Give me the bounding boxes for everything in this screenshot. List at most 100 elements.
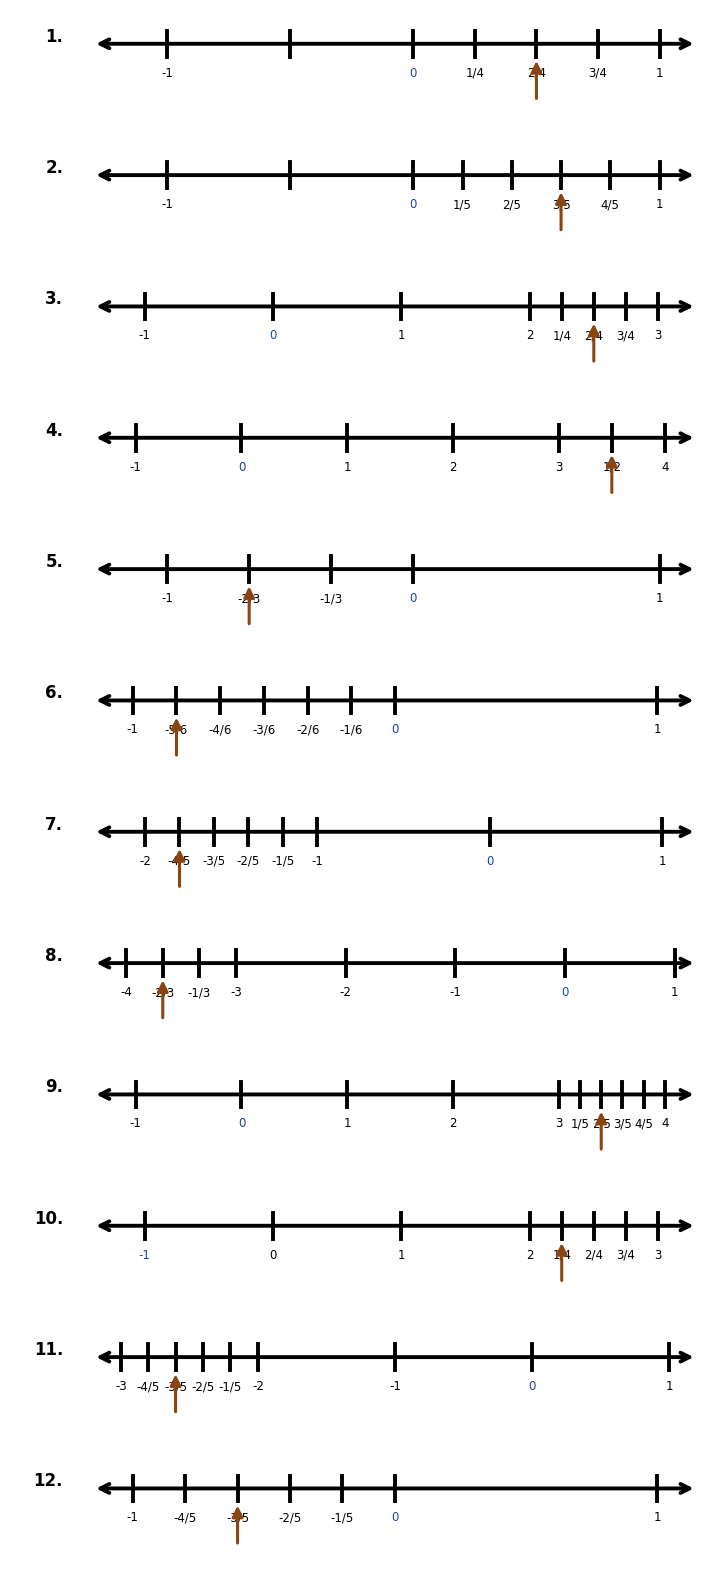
Text: 0: 0 xyxy=(410,66,417,80)
Text: 1: 1 xyxy=(343,460,351,474)
Text: 1/5: 1/5 xyxy=(571,1117,589,1130)
Text: 10.: 10. xyxy=(34,1210,63,1228)
Text: 2: 2 xyxy=(526,329,533,342)
Text: 1: 1 xyxy=(398,329,405,342)
Text: -2/6: -2/6 xyxy=(296,723,320,736)
Text: -2/5: -2/5 xyxy=(192,1381,215,1393)
Text: 1/4: 1/4 xyxy=(552,1248,572,1262)
Text: 3: 3 xyxy=(555,1117,563,1130)
Text: -2: -2 xyxy=(139,854,151,868)
Text: 1: 1 xyxy=(671,987,679,999)
Text: -1/3: -1/3 xyxy=(187,987,211,999)
Text: 1: 1 xyxy=(656,199,663,211)
Text: 7.: 7. xyxy=(45,816,63,834)
Text: -1/3: -1/3 xyxy=(320,593,343,605)
Text: -2/5: -2/5 xyxy=(279,1511,302,1524)
Text: -4/5: -4/5 xyxy=(168,854,191,868)
Text: -1: -1 xyxy=(127,723,139,736)
Text: 1: 1 xyxy=(653,1511,661,1524)
Text: -1: -1 xyxy=(127,1511,139,1524)
Text: -1: -1 xyxy=(162,66,173,80)
Text: 1/2: 1/2 xyxy=(602,460,621,474)
Text: 2/4: 2/4 xyxy=(584,1248,603,1262)
Text: -1: -1 xyxy=(130,1117,141,1130)
Text: -2/3: -2/3 xyxy=(151,987,174,999)
Text: -4/5: -4/5 xyxy=(136,1381,160,1393)
Text: 3: 3 xyxy=(654,329,662,342)
Text: -3/5: -3/5 xyxy=(226,1511,249,1524)
Text: -3: -3 xyxy=(115,1381,126,1393)
Text: 4.: 4. xyxy=(45,422,63,440)
Text: 4/5: 4/5 xyxy=(634,1117,653,1130)
Text: 9.: 9. xyxy=(45,1078,63,1097)
Text: -1/5: -1/5 xyxy=(271,854,294,868)
Text: -4/6: -4/6 xyxy=(208,723,232,736)
Text: -1/5: -1/5 xyxy=(331,1511,354,1524)
Text: 3/5: 3/5 xyxy=(551,199,570,211)
Text: 0: 0 xyxy=(486,854,493,868)
Text: 0: 0 xyxy=(561,987,569,999)
Text: 0: 0 xyxy=(410,593,417,605)
Text: 4/5: 4/5 xyxy=(601,199,620,211)
Text: 4: 4 xyxy=(661,1117,668,1130)
Text: -3/6: -3/6 xyxy=(252,723,276,736)
Text: 1: 1 xyxy=(656,66,663,80)
Text: -4/5: -4/5 xyxy=(174,1511,197,1524)
Text: 11.: 11. xyxy=(34,1341,63,1359)
Text: 0: 0 xyxy=(528,1381,536,1393)
Text: -1: -1 xyxy=(449,987,461,999)
Text: 2: 2 xyxy=(449,1117,457,1130)
Text: -2: -2 xyxy=(252,1381,264,1393)
Text: -2: -2 xyxy=(340,987,352,999)
Text: 1/5: 1/5 xyxy=(453,199,472,211)
Text: 1/4: 1/4 xyxy=(465,66,485,80)
Text: 2/5: 2/5 xyxy=(503,199,521,211)
Text: 3: 3 xyxy=(555,460,563,474)
Text: 0: 0 xyxy=(410,199,417,211)
Text: 3/4: 3/4 xyxy=(617,1248,635,1262)
Text: 0: 0 xyxy=(238,460,245,474)
Text: 0: 0 xyxy=(269,1248,276,1262)
Text: 1: 1 xyxy=(343,1117,351,1130)
Text: -1: -1 xyxy=(139,1248,151,1262)
Text: 1: 1 xyxy=(656,593,663,605)
Text: -3/5: -3/5 xyxy=(202,854,225,868)
Text: -1: -1 xyxy=(162,199,173,211)
Text: 1: 1 xyxy=(658,854,666,868)
Text: 12.: 12. xyxy=(34,1472,63,1491)
Text: 3/4: 3/4 xyxy=(617,329,635,342)
Text: 0: 0 xyxy=(391,723,398,736)
Text: 0: 0 xyxy=(269,329,276,342)
Text: 1.: 1. xyxy=(45,28,63,46)
Text: 2/5: 2/5 xyxy=(592,1117,611,1130)
Text: -4: -4 xyxy=(121,987,132,999)
Text: -1/6: -1/6 xyxy=(340,723,363,736)
Text: 3/4: 3/4 xyxy=(589,66,607,80)
Text: -3: -3 xyxy=(230,987,242,999)
Text: -1/5: -1/5 xyxy=(219,1381,242,1393)
Text: 4: 4 xyxy=(661,460,668,474)
Text: 3.: 3. xyxy=(45,290,63,309)
Text: -2/5: -2/5 xyxy=(237,854,260,868)
Text: -1: -1 xyxy=(139,329,151,342)
Text: 1: 1 xyxy=(666,1381,673,1393)
Text: -1: -1 xyxy=(162,593,173,605)
Text: 1: 1 xyxy=(398,1248,405,1262)
Text: 0: 0 xyxy=(238,1117,245,1130)
Text: -1: -1 xyxy=(389,1381,401,1393)
Text: 2/4: 2/4 xyxy=(584,329,603,342)
Text: 2/4: 2/4 xyxy=(527,66,546,80)
Text: 0: 0 xyxy=(391,1511,398,1524)
Text: -3/5: -3/5 xyxy=(164,1381,187,1393)
Text: 2: 2 xyxy=(449,460,457,474)
Text: 3/5: 3/5 xyxy=(613,1117,632,1130)
Text: 2: 2 xyxy=(526,1248,533,1262)
Text: -1: -1 xyxy=(130,460,141,474)
Text: -2/3: -2/3 xyxy=(238,593,261,605)
Text: 5.: 5. xyxy=(45,553,63,571)
Text: -1: -1 xyxy=(312,854,323,868)
Text: 2.: 2. xyxy=(45,159,63,177)
Text: 1: 1 xyxy=(653,723,661,736)
Text: 6.: 6. xyxy=(45,684,63,703)
Text: 1/4: 1/4 xyxy=(552,329,572,342)
